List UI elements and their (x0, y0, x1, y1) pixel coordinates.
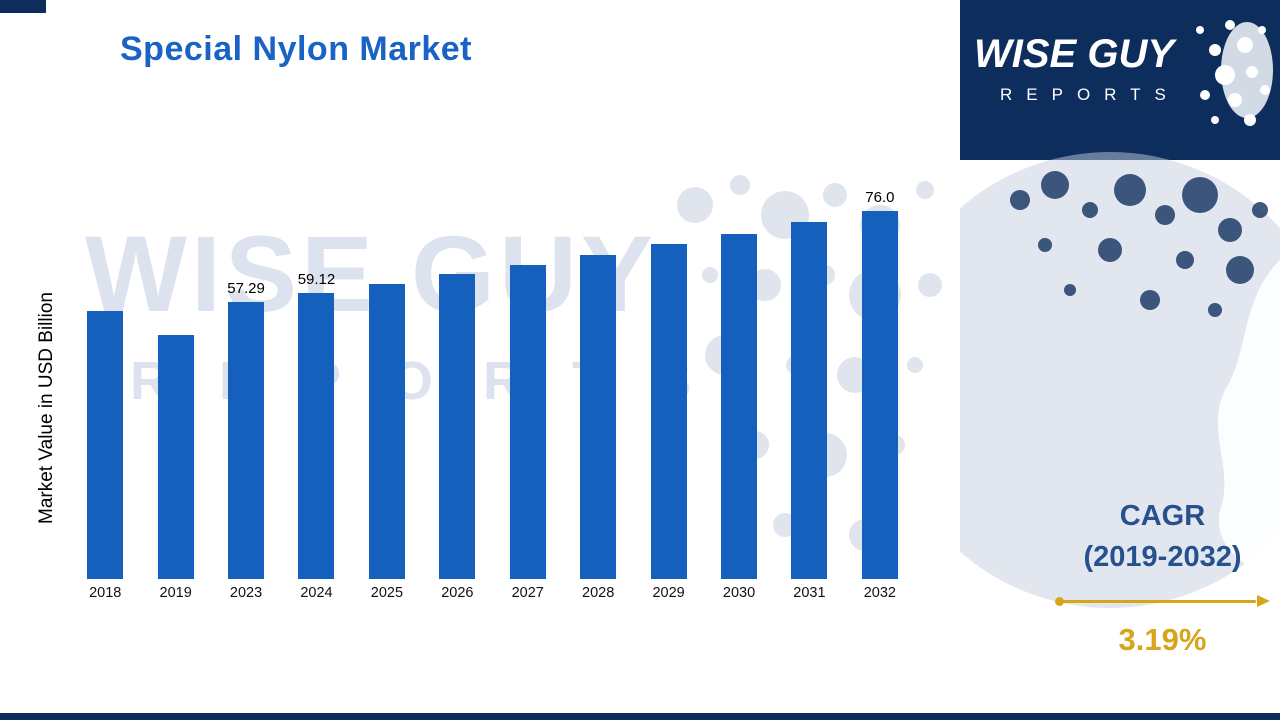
bar (87, 311, 124, 579)
bar (439, 274, 476, 579)
x-tick-label: 2025 (370, 585, 404, 601)
x-tick-label: 2026 (441, 585, 474, 601)
bar (791, 222, 828, 579)
bottom-accent-bar (0, 713, 1280, 720)
page-title: Special Nylon Market (120, 30, 473, 68)
x-tick-label: 2032 (863, 585, 896, 601)
x-tick-label: 2023 (229, 585, 263, 601)
bar-column: 2029 (633, 170, 703, 607)
cagr-block: CAGR (2019-2032) 3.19% (1055, 500, 1270, 658)
bar-column: 2030 (704, 170, 774, 607)
bar-column: 59.12 2024 (281, 170, 351, 607)
x-tick-label: 2027 (511, 585, 544, 601)
arrow-head-icon (1257, 595, 1270, 607)
bar (580, 255, 617, 579)
bar-value-label: 76.0 (865, 189, 895, 206)
bar-column: 2027 (493, 170, 563, 607)
bar-column: 2019 (140, 170, 210, 607)
gold-rule (1061, 600, 1256, 603)
bar (650, 244, 687, 579)
bar (721, 234, 757, 579)
line-start-dot-icon (1055, 597, 1064, 606)
x-tick-label: 2030 (722, 585, 756, 601)
x-tick-label: 2031 (793, 585, 826, 601)
bar (861, 211, 898, 579)
logo-subtext: REPORTS (1000, 85, 1180, 104)
bar-chart: 2018 2019 57.29 2023 59.12 2024 2025 2026 2027 20… (70, 170, 915, 607)
x-tick-label: 2018 (89, 585, 122, 601)
x-tick-label: 2028 (582, 585, 615, 601)
bar-column: 76.0 2032 (845, 170, 915, 607)
x-tick-label: 2029 (652, 585, 685, 601)
bar-value-label: 57.29 (227, 280, 265, 297)
cagr-arrow-line (1055, 595, 1270, 607)
bar-column: 2026 (422, 170, 492, 607)
logo-wordmark: WISE GUY (974, 32, 1175, 76)
brand-logo: WISE GUY REPORTS (974, 34, 1180, 103)
bar-column: 2028 (563, 170, 633, 607)
bar-column: 2025 (352, 170, 422, 607)
cagr-label: CAGR (1119, 500, 1206, 532)
bar (509, 265, 546, 579)
head-silhouette-icon (960, 0, 1280, 608)
brand-panel: WISE GUY REPORTS CAGR (2019-2032) 3.19% (960, 0, 1280, 720)
corner-accent-bar (0, 0, 46, 13)
bar-column: 2031 (774, 170, 844, 607)
bar-value-label: 59.12 (297, 271, 336, 288)
cagr-range: (2019-2032) (1083, 541, 1242, 573)
bar-column: 57.29 2023 (211, 170, 281, 607)
bar (157, 335, 194, 579)
bar (298, 293, 335, 579)
x-tick-label: 2024 (300, 585, 333, 601)
bar-column: 2018 (70, 170, 140, 607)
x-tick-label: 2019 (159, 585, 192, 601)
cagr-value: 3.19% (1118, 622, 1207, 657)
bar (228, 302, 265, 579)
y-axis-label: Market Value in USD Billion (36, 292, 57, 524)
bar (368, 284, 405, 579)
